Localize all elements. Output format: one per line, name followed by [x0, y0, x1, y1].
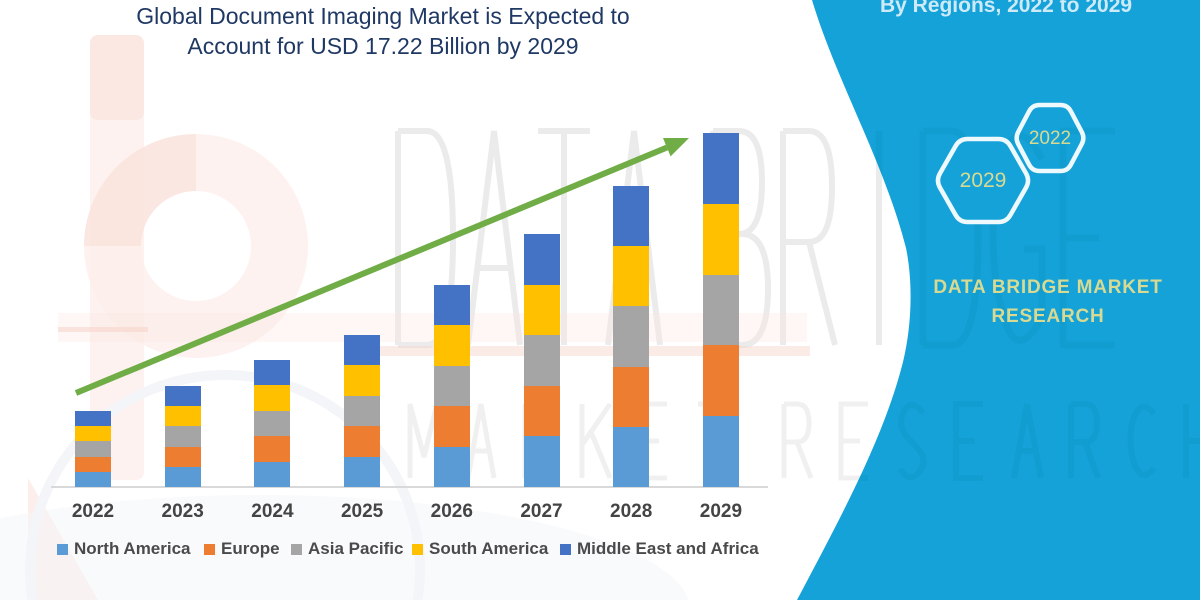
svg-text:2029: 2029 [960, 169, 1007, 192]
svg-text:2022: 2022 [1029, 128, 1071, 149]
